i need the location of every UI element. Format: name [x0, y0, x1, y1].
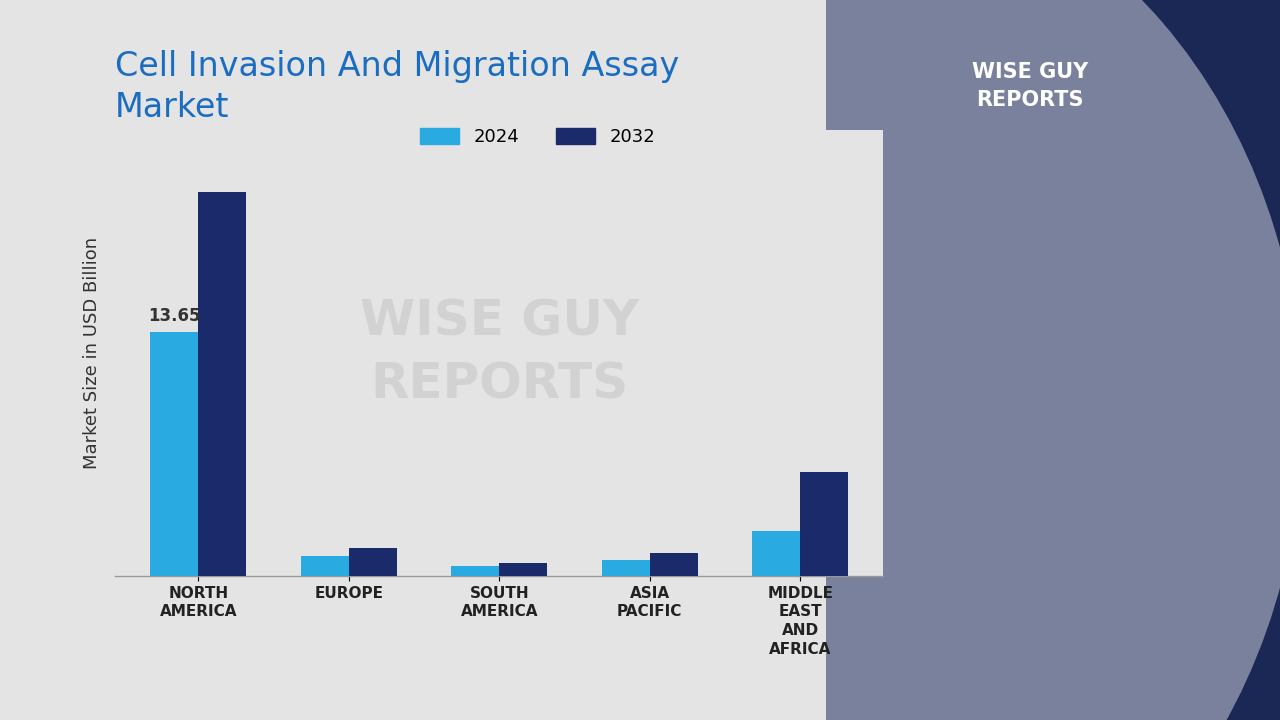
Y-axis label: Market Size in USD Billion: Market Size in USD Billion — [83, 237, 101, 469]
Ellipse shape — [348, 0, 1280, 720]
Bar — [150, 332, 198, 576]
Text: WISE GUY
REPORTS: WISE GUY REPORTS — [972, 63, 1088, 110]
Text: Cell Invasion And Migration Assay
Market: Cell Invasion And Migration Assay Market — [115, 50, 680, 124]
Bar — [650, 553, 698, 576]
Legend: 2024, 2032: 2024, 2032 — [412, 121, 663, 153]
Bar — [451, 566, 499, 576]
Bar — [602, 560, 650, 576]
Bar — [751, 531, 800, 576]
Text: WISE GUY
REPORTS: WISE GUY REPORTS — [360, 297, 639, 408]
Text: 13.65: 13.65 — [148, 307, 201, 325]
Bar — [499, 562, 548, 576]
Bar — [198, 192, 247, 576]
Bar — [348, 549, 397, 576]
Bar — [301, 557, 348, 576]
Bar — [800, 472, 849, 576]
